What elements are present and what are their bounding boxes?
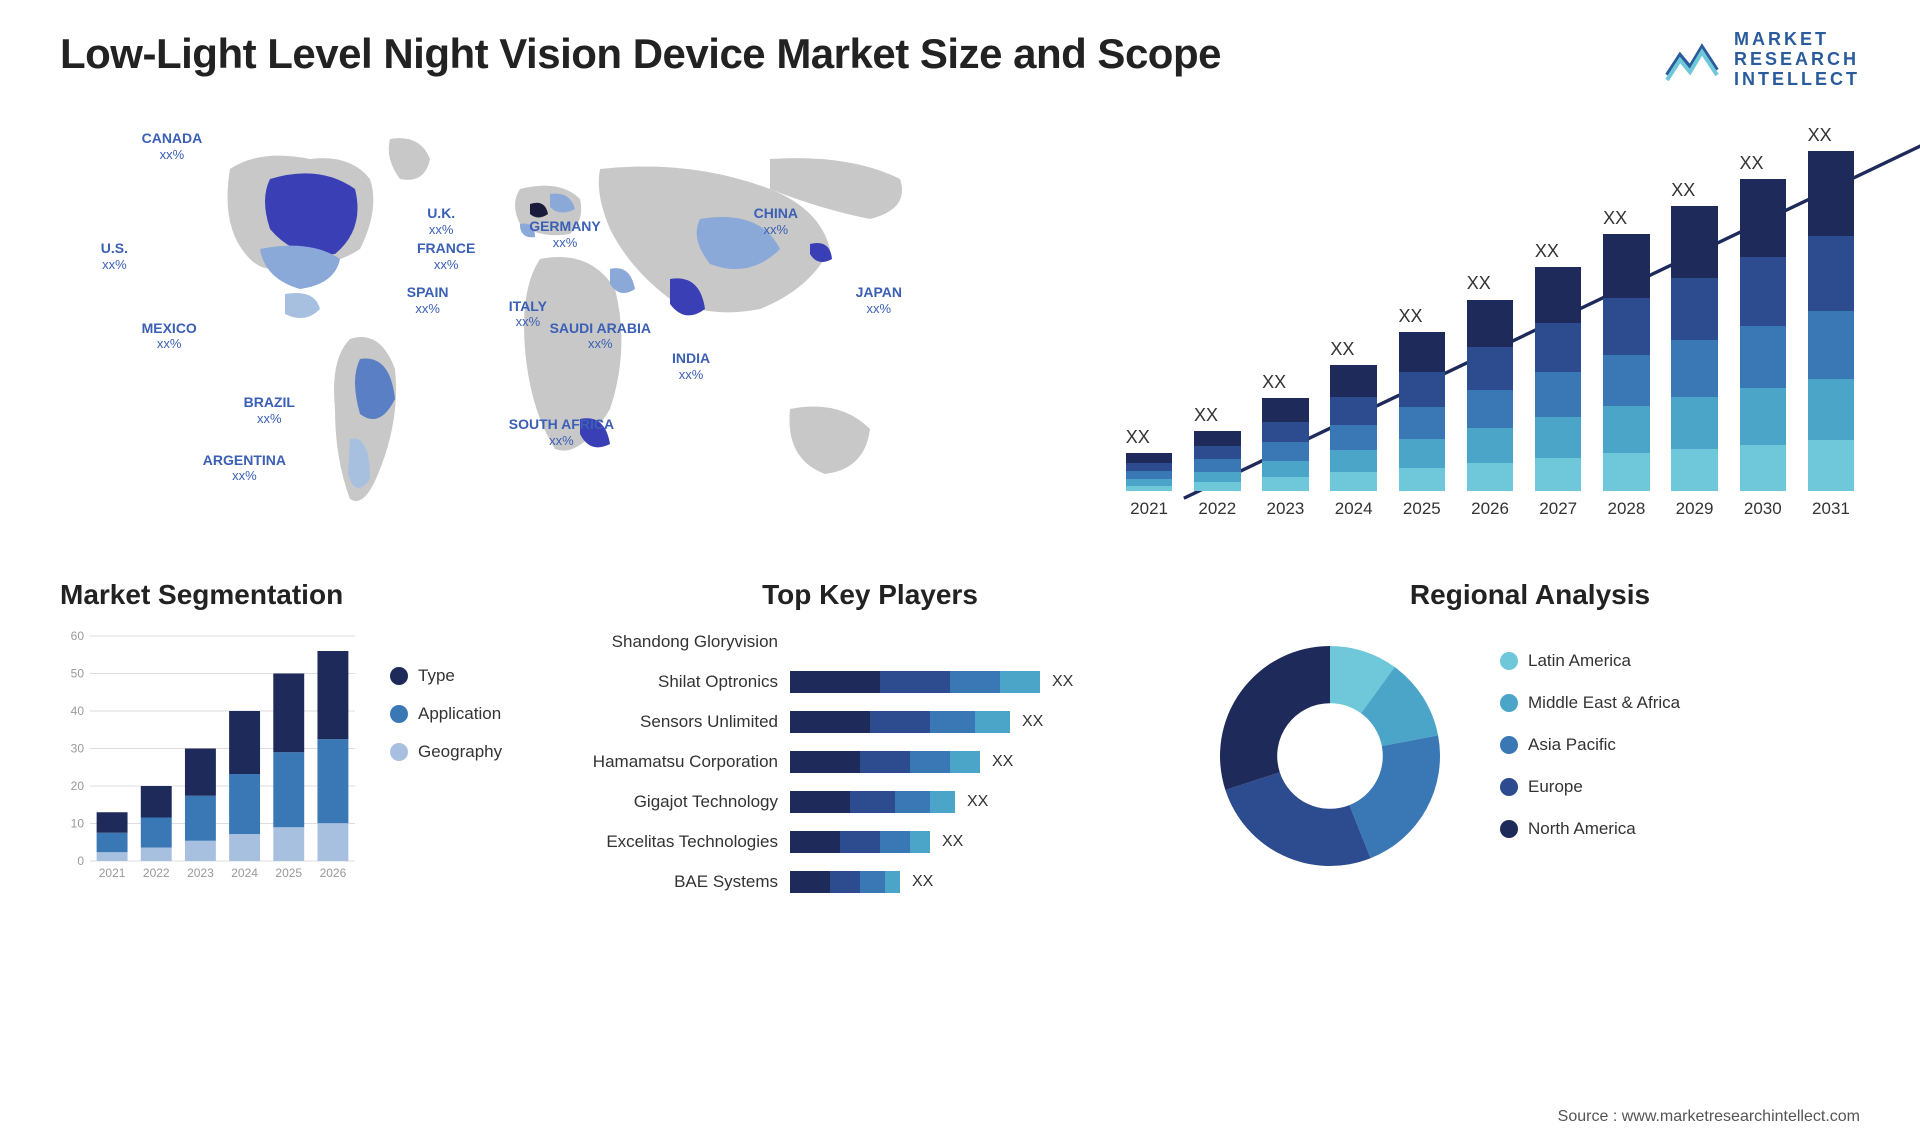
logo-text-1: MARKET: [1734, 30, 1860, 50]
svg-text:2022: 2022: [143, 866, 170, 880]
logo-text-3: INTELLECT: [1734, 70, 1860, 90]
legend-item: North America: [1500, 819, 1680, 839]
main-chart-bar: XX2026: [1461, 299, 1519, 519]
legend-item: Europe: [1500, 777, 1680, 797]
svg-text:2024: 2024: [231, 866, 258, 880]
svg-text:20: 20: [71, 779, 85, 793]
main-chart-bar: XX2021: [1120, 453, 1178, 519]
svg-text:30: 30: [71, 742, 85, 756]
svg-text:50: 50: [71, 667, 85, 681]
map-label: CANADAxx%: [142, 131, 203, 162]
main-chart-bar: XX2022: [1188, 431, 1246, 519]
segmentation-section: Market Segmentation 0 10 20 30 40 50 60 2021 202…: [60, 579, 540, 909]
key-players-section: Top Key Players Shandong Gloryvision Shil…: [590, 579, 1150, 909]
legend-item: Application: [390, 704, 540, 724]
svg-text:2025: 2025: [275, 866, 302, 880]
legend-item: Latin America: [1500, 651, 1680, 671]
legend-item: Geography: [390, 742, 540, 762]
main-growth-chart: XX2021XX2022XX2023XX2024XX2025XX2026XX20…: [1120, 109, 1860, 549]
map-label: U.K.xx%: [427, 206, 455, 237]
map-label: ARGENTINAxx%: [203, 453, 286, 484]
player-row: Sensors UnlimitedXX: [590, 706, 1150, 738]
map-label: SOUTH AFRICAxx%: [509, 417, 614, 448]
world-map: CANADAxx% U.S.xx% MEXICOxx% BRAZILxx% ARGENT…: [60, 109, 1080, 549]
source-attribution: Source : www.marketresearchintellect.com: [1558, 1108, 1860, 1126]
main-chart-bar: XX2031: [1802, 151, 1860, 519]
regional-section: Regional Analysis Latin America Middle Ea…: [1200, 579, 1860, 909]
player-row: Hamamatsu CorporationXX: [590, 746, 1150, 778]
player-row: Shandong Gloryvision: [590, 626, 1150, 658]
legend-item: Asia Pacific: [1500, 735, 1680, 755]
svg-text:40: 40: [71, 704, 85, 718]
player-row: Gigajot TechnologyXX: [590, 786, 1150, 818]
svg-text:2021: 2021: [99, 866, 126, 880]
main-chart-bar: XX2027: [1529, 267, 1587, 520]
map-label: U.S.xx%: [101, 241, 128, 272]
svg-text:0: 0: [77, 854, 84, 868]
page-title: Low-Light Level Night Vision Device Mark…: [60, 30, 1221, 78]
main-chart-bar: XX2025: [1393, 332, 1451, 519]
map-label: CHINAxx%: [754, 206, 798, 237]
brand-logo: MARKET RESEARCH INTELLECT: [1662, 30, 1860, 89]
regional-donut-chart: [1200, 626, 1460, 886]
player-row: BAE SystemsXX: [590, 866, 1150, 898]
player-row: Excelitas TechnologiesXX: [590, 826, 1150, 858]
main-chart-bar: XX2023: [1256, 398, 1314, 519]
map-label: MEXICOxx%: [142, 321, 197, 352]
main-chart-bar: XX2024: [1325, 365, 1383, 519]
map-label: GERMANYxx%: [529, 219, 601, 250]
map-label: ITALYxx%: [509, 299, 547, 330]
svg-text:10: 10: [71, 817, 85, 831]
main-chart-bar: XX2030: [1734, 179, 1792, 520]
svg-text:60: 60: [71, 629, 85, 643]
map-label: INDIAxx%: [672, 351, 710, 382]
player-row: Shilat OptronicsXX: [590, 666, 1150, 698]
main-chart-bar: XX2029: [1666, 206, 1724, 519]
segmentation-legend: Type Application Geography: [390, 626, 540, 886]
svg-text:2026: 2026: [320, 866, 347, 880]
map-label: SPAINxx%: [407, 285, 449, 316]
logo-text-2: RESEARCH: [1734, 50, 1860, 70]
map-label: FRANCExx%: [417, 241, 475, 272]
players-title: Top Key Players: [590, 579, 1150, 611]
logo-icon: [1662, 35, 1722, 85]
map-label: BRAZILxx%: [244, 395, 295, 426]
map-label: SAUDI ARABIAxx%: [550, 321, 651, 352]
svg-text:2023: 2023: [187, 866, 214, 880]
regional-legend: Latin America Middle East & Africa Asia Pa…: [1500, 651, 1680, 861]
legend-item: Type: [390, 666, 540, 686]
legend-item: Middle East & Africa: [1500, 693, 1680, 713]
regional-title: Regional Analysis: [1200, 579, 1860, 611]
segmentation-title: Market Segmentation: [60, 579, 540, 611]
map-label: JAPANxx%: [856, 285, 902, 316]
main-chart-bar: XX2028: [1597, 234, 1655, 520]
